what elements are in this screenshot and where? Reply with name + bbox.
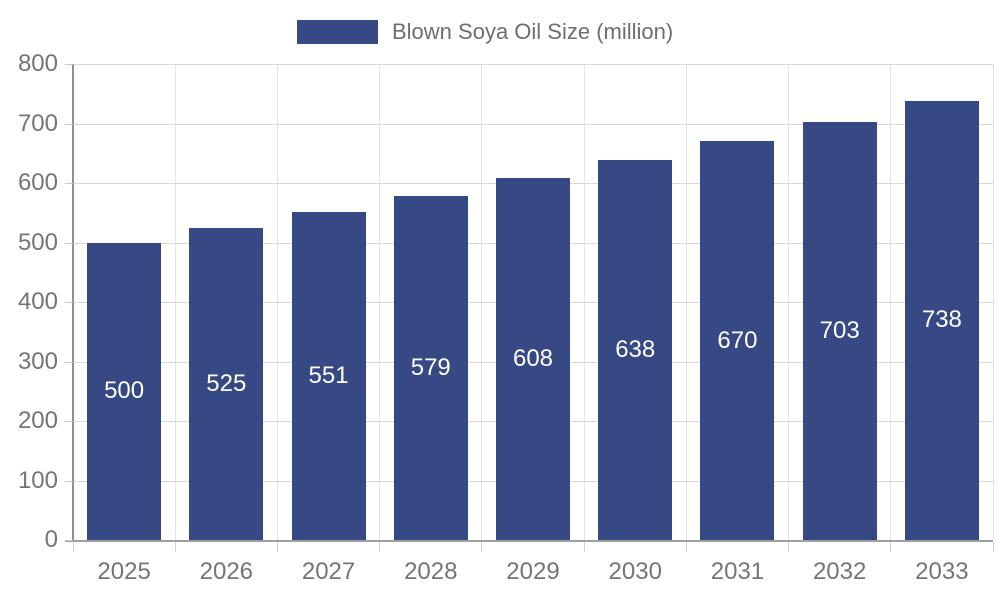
- x-tick-label: 2028: [404, 558, 458, 585]
- x-tick-label: 2026: [199, 558, 254, 585]
- x-tick-label: 2032: [812, 558, 867, 585]
- y-tick-label: 500: [17, 228, 58, 256]
- bar-value-label: 579: [410, 353, 451, 381]
- bar-value-label: 670: [717, 326, 758, 354]
- bar-2027: 551: [291, 212, 366, 540]
- legend-swatch: [297, 20, 378, 44]
- x-tick-label: 2033: [915, 558, 969, 585]
- gridline-y: [73, 64, 993, 65]
- bar-2032: 703: [802, 121, 877, 540]
- x-tick: [379, 542, 381, 552]
- x-tick: [174, 542, 176, 552]
- x-tick-label: 2027: [301, 558, 356, 585]
- bar-2025: 500: [87, 242, 162, 540]
- plot-area: 500 525 551 579 608 638 670 703 738: [72, 64, 994, 540]
- x-tick: [890, 542, 892, 552]
- y-tick-label: 700: [17, 109, 58, 137]
- bar-value-label: 500: [104, 377, 145, 405]
- bar-value-label: 525: [206, 369, 247, 397]
- x-tick: [481, 542, 483, 552]
- x-axis-line: [65, 540, 993, 542]
- y-tick-label: 600: [17, 169, 58, 196]
- bar-value-label: 638: [615, 336, 656, 364]
- y-tick-label: 300: [17, 347, 58, 375]
- bar-2031: 670: [700, 141, 775, 540]
- y-axis-line: [72, 64, 74, 542]
- legend: Blown Soya Oil Size (million): [297, 19, 673, 45]
- y-tick-label: 800: [17, 50, 58, 77]
- y-tick-label: 100: [17, 466, 58, 494]
- x-tick: [72, 542, 74, 552]
- y-tick-label: 200: [17, 407, 58, 434]
- x-tick-label: 2025: [97, 558, 151, 585]
- x-tick: [685, 542, 687, 552]
- bar-value-label: 738: [921, 306, 962, 334]
- bar-value-label: 703: [819, 316, 860, 344]
- y-tick-label: 400: [17, 288, 58, 315]
- gridline-y: [73, 123, 993, 125]
- x-tick-label: 2030: [608, 558, 662, 585]
- x-tick-label: 2031: [710, 558, 765, 585]
- x-tick: [276, 542, 278, 552]
- x-tick: [788, 542, 790, 552]
- gridline-x: [992, 64, 994, 540]
- bar-value-label: 551: [308, 362, 349, 390]
- bar-2029: 608: [496, 178, 570, 540]
- x-tick: [583, 542, 585, 552]
- y-tick-label: 0: [44, 526, 58, 553]
- x-tick-label: 2029: [506, 558, 560, 585]
- bar-2030: 638: [598, 160, 673, 540]
- legend-label: Blown Soya Oil Size (million): [392, 19, 674, 44]
- bar-value-label: 608: [512, 345, 554, 373]
- bar-2026: 525: [189, 227, 264, 540]
- x-tick: [992, 542, 994, 552]
- bar-2033: 738: [904, 100, 979, 540]
- bar-2028: 579: [393, 195, 468, 540]
